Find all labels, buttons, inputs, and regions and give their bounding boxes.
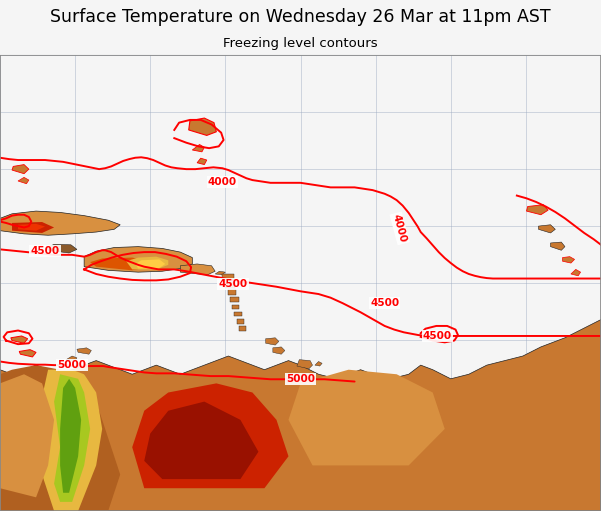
Polygon shape	[60, 379, 81, 493]
Polygon shape	[77, 348, 91, 354]
Polygon shape	[538, 225, 555, 233]
Polygon shape	[266, 338, 279, 345]
Polygon shape	[215, 271, 225, 275]
Polygon shape	[288, 369, 445, 466]
Polygon shape	[47, 244, 77, 253]
Text: 5000: 5000	[286, 374, 315, 384]
Polygon shape	[66, 356, 77, 361]
Text: 5000: 5000	[58, 360, 87, 370]
Polygon shape	[237, 319, 244, 323]
Polygon shape	[225, 282, 235, 288]
Polygon shape	[42, 369, 102, 511]
Polygon shape	[12, 165, 29, 174]
Polygon shape	[0, 374, 54, 497]
Polygon shape	[228, 289, 236, 295]
Text: Surface Temperature on Wednesday 26 Mar at 11pm AST: Surface Temperature on Wednesday 26 Mar …	[50, 8, 551, 26]
Polygon shape	[126, 257, 168, 269]
Polygon shape	[0, 365, 120, 511]
Polygon shape	[563, 257, 575, 263]
Polygon shape	[18, 177, 29, 184]
Polygon shape	[0, 319, 601, 511]
Polygon shape	[54, 374, 90, 502]
Polygon shape	[222, 274, 234, 281]
Polygon shape	[84, 247, 192, 272]
Polygon shape	[273, 347, 285, 354]
Polygon shape	[526, 205, 548, 215]
Polygon shape	[571, 269, 581, 276]
Polygon shape	[19, 350, 36, 357]
Polygon shape	[551, 242, 565, 250]
Text: 4500: 4500	[370, 298, 399, 308]
Polygon shape	[189, 118, 216, 135]
Polygon shape	[315, 361, 322, 366]
Polygon shape	[18, 224, 45, 230]
Polygon shape	[11, 336, 28, 343]
Polygon shape	[239, 327, 246, 331]
Polygon shape	[0, 211, 120, 235]
Polygon shape	[297, 360, 313, 369]
Polygon shape	[135, 260, 165, 268]
Polygon shape	[90, 258, 150, 270]
Text: 4500: 4500	[423, 331, 452, 341]
Polygon shape	[197, 158, 207, 165]
Polygon shape	[12, 222, 54, 233]
Text: Freezing level contours: Freezing level contours	[223, 37, 378, 50]
Polygon shape	[234, 312, 242, 316]
Polygon shape	[232, 305, 239, 309]
Polygon shape	[230, 297, 239, 302]
Polygon shape	[192, 145, 204, 152]
Text: 4500: 4500	[219, 279, 248, 289]
Text: 4500: 4500	[31, 246, 59, 256]
Text: 4000: 4000	[208, 177, 237, 187]
Polygon shape	[180, 264, 215, 275]
Polygon shape	[132, 383, 288, 488]
Polygon shape	[144, 402, 258, 479]
Text: 4000: 4000	[391, 213, 408, 244]
